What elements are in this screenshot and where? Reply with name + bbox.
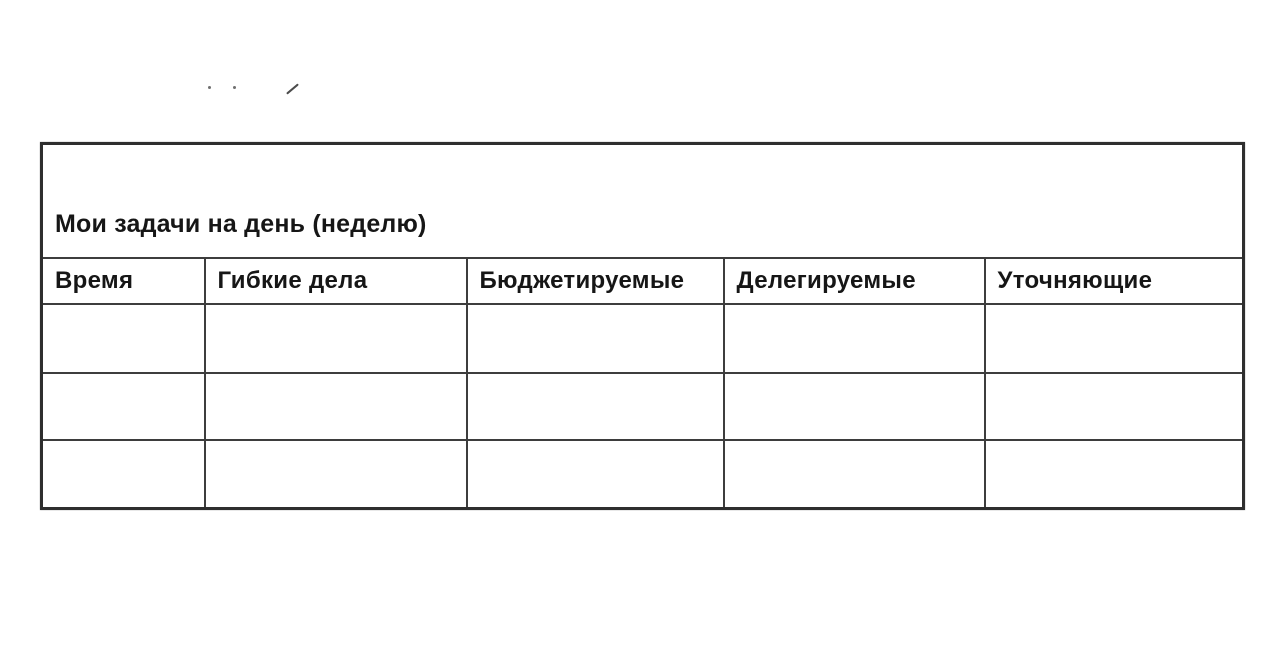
- empty-cell: [722, 439, 986, 510]
- table-row: [40, 439, 1245, 510]
- table-header-row: Время Гибкие дела Бюджетируемые Делегиру…: [40, 257, 1245, 305]
- empty-cell: [203, 439, 468, 510]
- empty-cell: [465, 303, 725, 374]
- empty-cell: [40, 439, 206, 510]
- table-title: Мои задачи на день (неделю): [40, 142, 1245, 259]
- empty-cell: [40, 303, 206, 374]
- column-header-budgeted: Бюджетируемые: [465, 257, 725, 305]
- daily-tasks-table: Мои задачи на день (неделю) Время Гибкие…: [40, 142, 1246, 510]
- empty-cell: [203, 372, 468, 441]
- table-title-row: Мои задачи на день (неделю): [40, 142, 1245, 259]
- remnant-dot-icon: [233, 86, 236, 89]
- column-header-time: Время: [40, 257, 206, 305]
- table-row: [40, 372, 1245, 441]
- empty-cell: [983, 303, 1245, 374]
- column-header-clarifying: Уточняющие: [983, 257, 1245, 305]
- empty-cell: [40, 372, 206, 441]
- remnant-dot-icon: [208, 86, 211, 89]
- empty-cell: [465, 372, 725, 441]
- empty-cell: [722, 372, 986, 441]
- empty-cell: [983, 372, 1245, 441]
- empty-cell: [983, 439, 1245, 510]
- table-row: [40, 303, 1245, 374]
- empty-cell: [722, 303, 986, 374]
- remnant-slash-icon: [286, 83, 299, 95]
- empty-cell: [465, 439, 725, 510]
- column-header-flexible-tasks: Гибкие дела: [203, 257, 468, 305]
- empty-cell: [203, 303, 468, 374]
- column-header-delegated: Делегируемые: [722, 257, 986, 305]
